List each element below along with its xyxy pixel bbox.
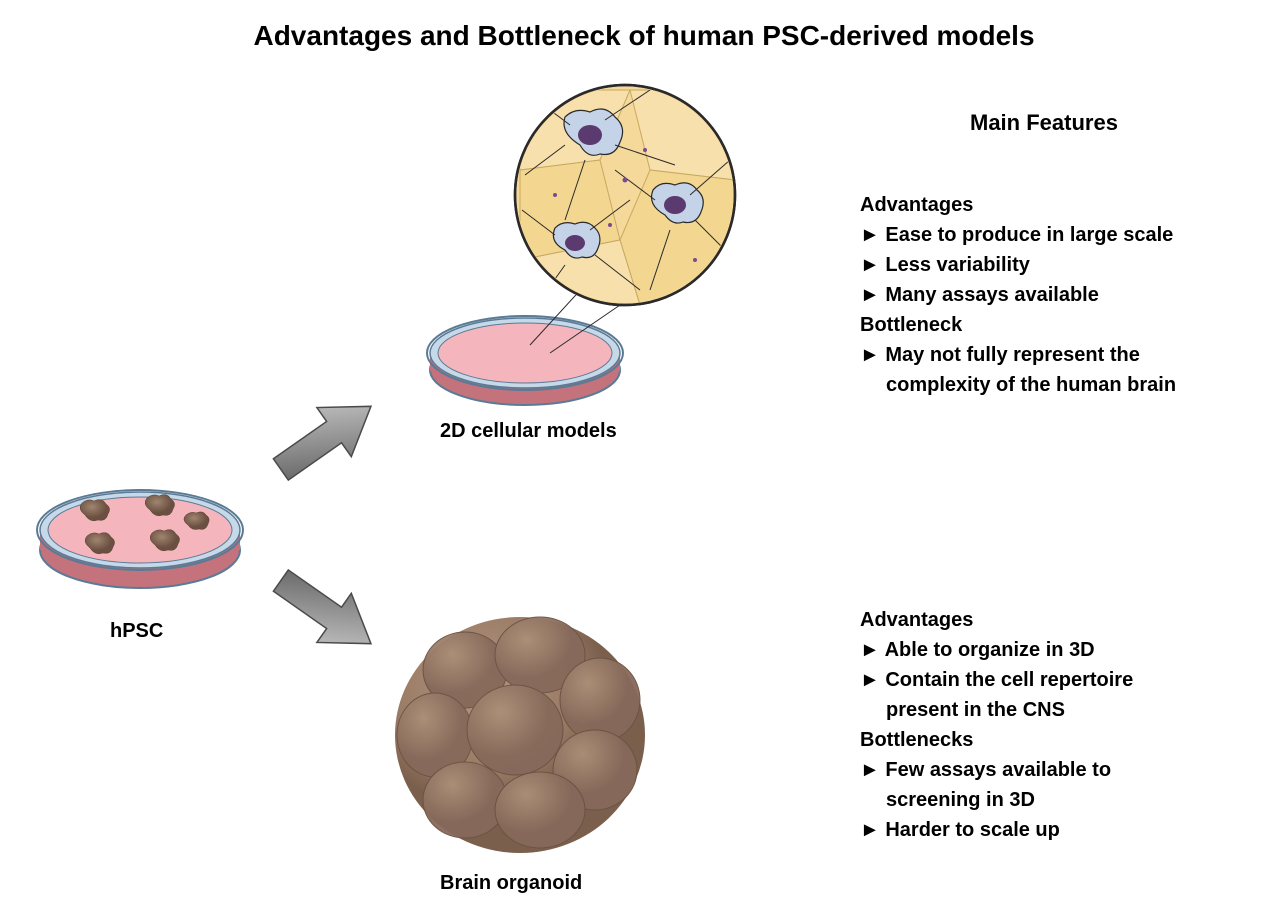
advantages-2d-heading: Advantages [860,190,1176,220]
brain-organoid-label: Brain organoid [440,872,582,895]
advantage-2d-item: ► Ease to produce in large scale [860,220,1176,250]
advantage-3d-text: Contain the cell repertoire [885,669,1133,691]
cellular-2d-label: 2D cellular models [440,420,617,443]
advantage-3d-text: Able to organize in 3D [885,639,1095,661]
advantage-2d-item: ► Less variability [860,250,1176,280]
features-3d-block: Advantages ► Able to organize in 3D ► Co… [860,605,1133,845]
advantage-3d-item-cont: present in the CNS [886,695,1133,725]
hpsc-label: hPSC [110,620,163,643]
bottleneck-2d-heading: Bottleneck [860,310,1176,340]
advantage-3d-item: ► Able to organize in 3D [860,635,1133,665]
hpsc-dish-illustration [30,460,250,605]
main-features-heading: Main Features [970,110,1118,136]
brain-organoid-illustration [380,600,660,875]
arrow-to-organoid [260,560,400,675]
bottleneck-3d-text: Few assays available to [885,759,1111,781]
advantage-2d-text: Ease to produce in large scale [885,224,1173,246]
advantage-3d-item: ► Contain the cell repertoire [860,665,1133,695]
arrow-to-2d [260,380,400,495]
bottleneck-2d-item-cont: complexity of the human brain [886,370,1176,400]
bottleneck-2d-item: ► May not fully represent the [860,340,1176,370]
advantage-2d-text: Less variability [885,254,1030,276]
bottleneck-3d-item-cont: screening in 3D [886,785,1133,815]
bottleneck-3d-text: Harder to scale up [885,819,1060,841]
bottleneck-3d-item: ► Harder to scale up [860,815,1133,845]
advantage-2d-text: Many assays available [885,284,1098,306]
features-2d-block: Advantages ► Ease to produce in large sc… [860,190,1176,400]
bottleneck-3d-item: ► Few assays available to [860,755,1133,785]
neuron-magnification-illustration [510,80,740,315]
advantages-3d-heading: Advantages [860,605,1133,635]
bottleneck-3d-heading: Bottlenecks [860,725,1133,755]
diagram-title: Advantages and Bottleneck of human PSC-d… [0,20,1288,52]
advantage-2d-item: ► Many assays available [860,280,1176,310]
bottleneck-2d-text: May not fully represent the [885,344,1140,366]
